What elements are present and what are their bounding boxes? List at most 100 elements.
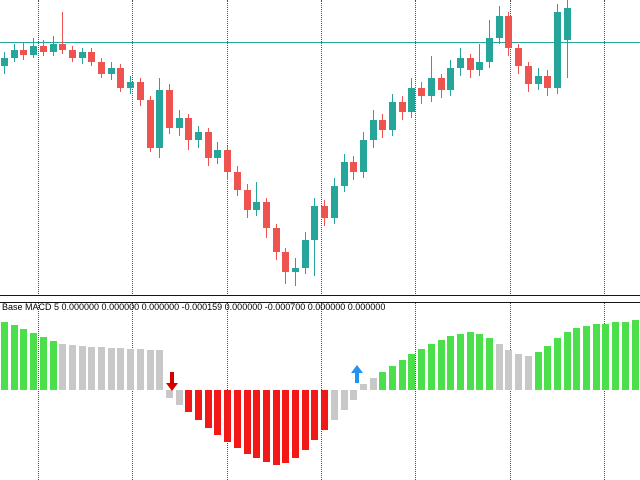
pane-splitter[interactable] <box>0 295 640 303</box>
macd-histogram-bar <box>10 325 18 390</box>
candle-body <box>1 58 8 66</box>
candle-body <box>359 140 367 172</box>
macd-histogram-bar <box>612 322 620 390</box>
macd-histogram-bar <box>282 390 290 463</box>
macd-histogram-bar <box>20 329 28 390</box>
candle-body <box>253 202 261 210</box>
candle-body <box>98 62 105 74</box>
candle-body <box>486 38 493 62</box>
macd-histogram-bar <box>583 326 590 390</box>
candle-body <box>292 268 299 272</box>
candle-body <box>476 62 484 70</box>
macd-histogram-bar <box>534 352 542 390</box>
macd-histogram-bar <box>253 390 261 458</box>
macd-histogram-bar <box>447 336 455 390</box>
macd-histogram-bar <box>631 320 639 390</box>
candle-body <box>30 46 38 55</box>
macd-histogram-bar <box>146 350 154 390</box>
macd-histogram-bar <box>214 390 222 435</box>
macd-histogram-bar <box>311 390 319 440</box>
candle-body <box>408 88 416 112</box>
candle-body <box>369 120 377 140</box>
candle-body <box>59 44 67 50</box>
macd-histogram-bar <box>495 344 503 390</box>
macd-histogram-bar <box>117 348 125 390</box>
candle-body <box>107 68 115 74</box>
candle-body <box>282 252 290 272</box>
candle-body <box>233 172 241 190</box>
candle-body <box>330 186 338 218</box>
candle-body <box>175 118 183 128</box>
macd-histogram-bar <box>408 354 416 390</box>
macd-histogram-bar <box>292 390 299 458</box>
candle-body <box>495 16 503 38</box>
macd-histogram-bar <box>127 349 135 390</box>
macd-histogram-bar <box>204 390 212 428</box>
macd-histogram-bar <box>68 345 76 390</box>
candle-body <box>301 240 309 268</box>
candle-body <box>10 50 18 58</box>
macd-histogram-bar <box>524 356 532 390</box>
vertical-gridline <box>415 0 416 480</box>
price-level-line <box>0 42 640 43</box>
vertical-gridline <box>321 0 322 480</box>
macd-histogram-bar <box>156 350 164 390</box>
candle-body <box>340 162 348 186</box>
macd-histogram-bar <box>330 390 338 420</box>
candle-body <box>185 118 193 140</box>
candle-body <box>505 16 513 48</box>
candle-body <box>262 202 270 228</box>
macd-histogram-bar <box>301 390 309 450</box>
macd-histogram-bar <box>272 390 280 465</box>
macd-histogram-bar <box>233 390 241 448</box>
candle-body <box>224 150 232 172</box>
candle-body <box>195 132 202 140</box>
macd-histogram-bar <box>78 346 86 390</box>
vertical-gridline <box>38 0 39 480</box>
macd-histogram-bar <box>136 349 144 390</box>
candle-body <box>437 78 445 90</box>
candle-body <box>379 120 387 130</box>
macd-indicator-label: Base MACD 5 0.000000 0.000000 0.000000 -… <box>2 302 386 312</box>
candle-body <box>534 76 542 84</box>
candle-body <box>78 52 86 58</box>
candle-body <box>49 44 57 52</box>
candle-body <box>456 58 464 68</box>
candle-body <box>68 50 76 58</box>
up-signal-arrow-icon <box>350 364 364 384</box>
macd-histogram-bar <box>165 390 173 398</box>
macd-histogram-bar <box>553 338 561 390</box>
macd-histogram-bar <box>185 390 193 412</box>
macd-histogram-bar <box>476 334 484 390</box>
candle-body <box>350 162 358 172</box>
macd-histogram-bar <box>1 322 8 390</box>
macd-histogram-bar <box>389 366 396 390</box>
candle-wick <box>256 182 258 216</box>
macd-histogram-bar <box>563 332 571 390</box>
candle-body <box>165 90 173 128</box>
macd-histogram-bar <box>350 390 358 400</box>
candle-body <box>136 82 144 100</box>
vertical-gridline <box>510 0 511 480</box>
macd-histogram-bar <box>602 324 610 390</box>
candle-body <box>117 68 125 88</box>
candle-body <box>88 52 96 62</box>
candle-body <box>563 8 571 40</box>
candle-body <box>214 150 222 158</box>
macd-histogram-bar <box>321 390 329 430</box>
candle-body <box>524 66 532 84</box>
macd-histogram-bar <box>486 338 493 390</box>
candle-body <box>156 90 164 148</box>
candle-body <box>243 190 251 210</box>
candle-body <box>418 88 426 96</box>
macd-histogram-bar <box>398 360 406 390</box>
macd-histogram-bar <box>456 334 464 390</box>
macd-histogram-bar <box>39 337 47 390</box>
macd-histogram-bar <box>340 390 348 410</box>
candle-body <box>398 102 406 112</box>
macd-histogram-bar <box>88 347 96 390</box>
